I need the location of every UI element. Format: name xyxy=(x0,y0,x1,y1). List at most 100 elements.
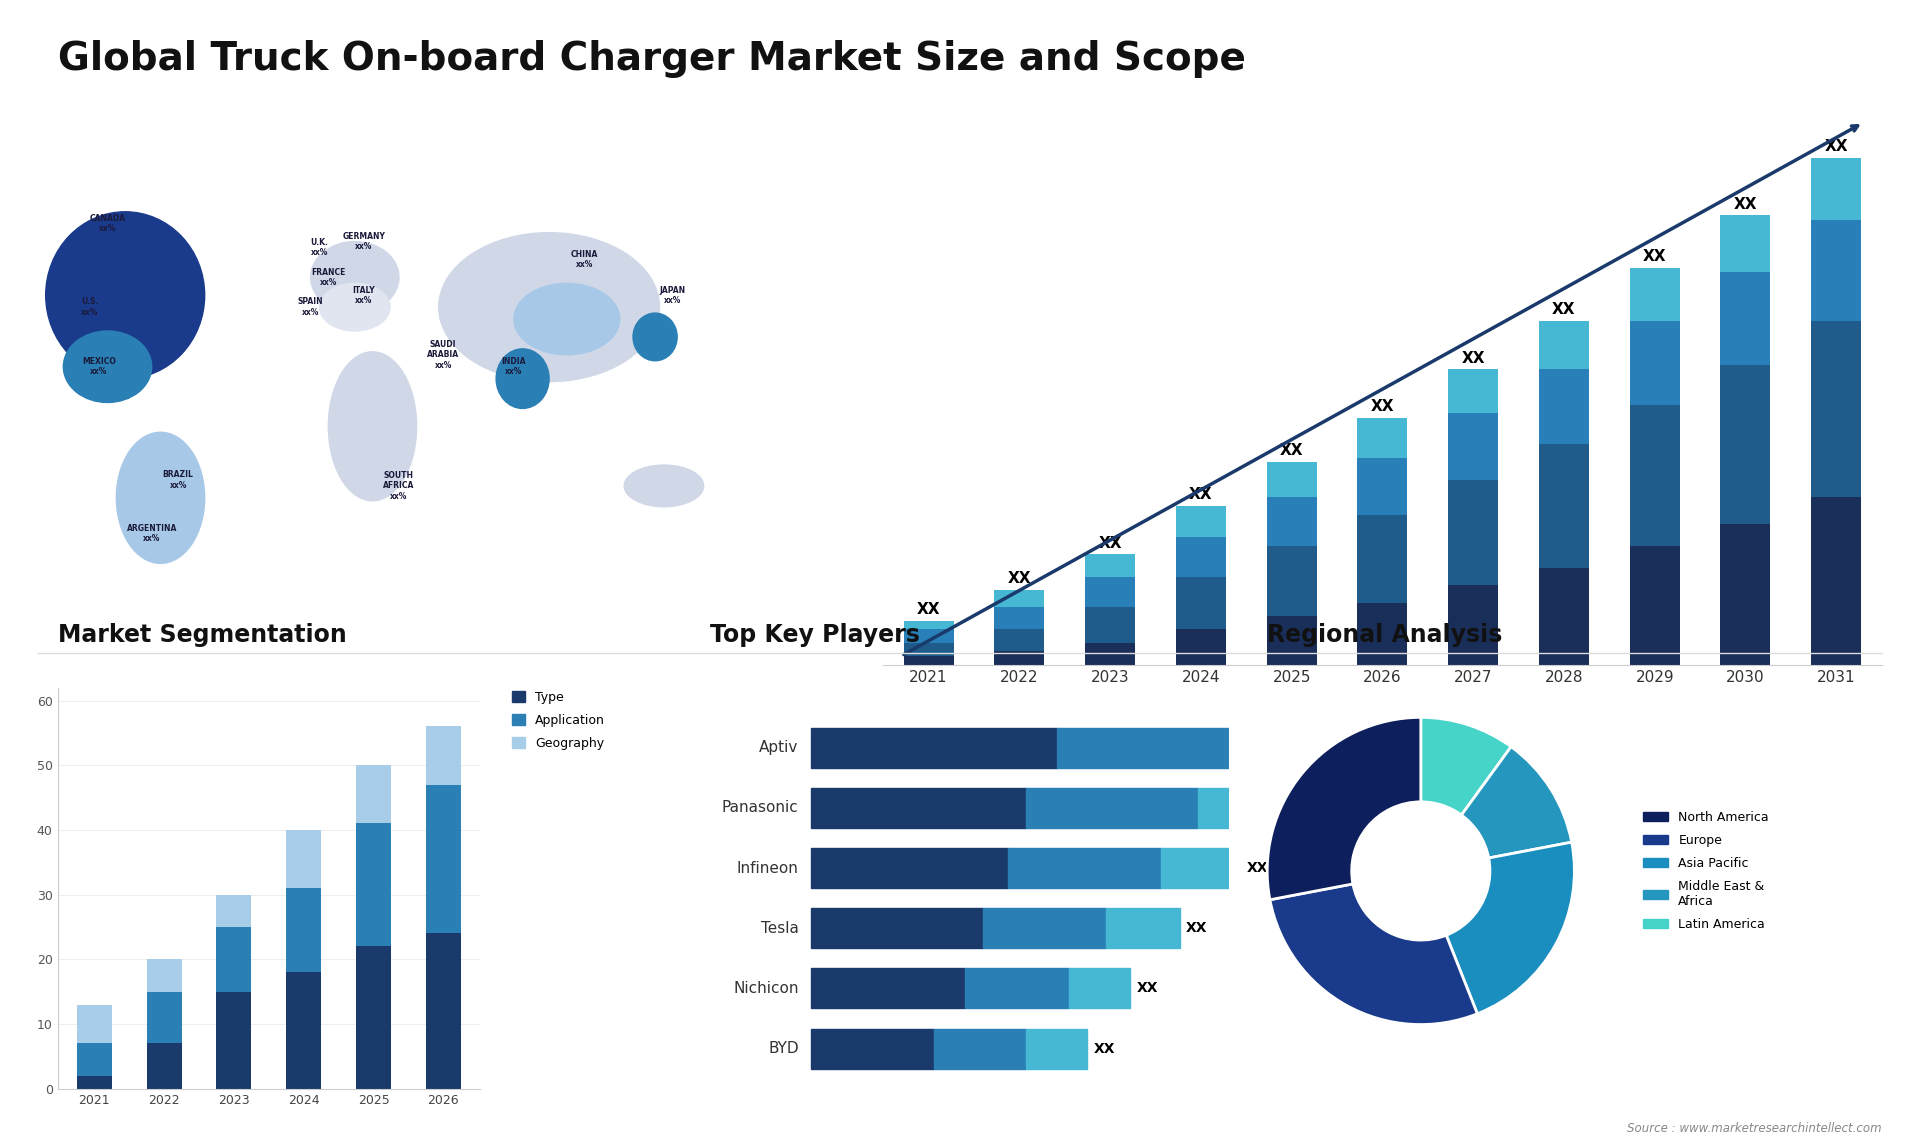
Text: SAUDI
ARABIA
xx%: SAUDI ARABIA xx% xyxy=(426,340,459,370)
FancyBboxPatch shape xyxy=(1025,1029,1087,1068)
Bar xyxy=(1357,515,1407,603)
Ellipse shape xyxy=(63,331,152,402)
Bar xyxy=(146,1043,182,1089)
Bar xyxy=(1085,607,1135,643)
Bar xyxy=(904,621,954,629)
Ellipse shape xyxy=(46,212,205,378)
Bar xyxy=(995,651,1044,665)
FancyBboxPatch shape xyxy=(1162,848,1240,888)
Bar xyxy=(1175,507,1225,536)
Bar xyxy=(1448,586,1498,665)
FancyBboxPatch shape xyxy=(964,968,1069,1008)
Ellipse shape xyxy=(328,352,417,501)
Bar xyxy=(1540,567,1590,665)
Text: Regional Analysis: Regional Analysis xyxy=(1267,623,1503,647)
FancyBboxPatch shape xyxy=(983,908,1106,949)
Bar xyxy=(1357,418,1407,457)
Text: Aptiv: Aptiv xyxy=(758,740,799,755)
Bar xyxy=(1540,321,1590,369)
Bar xyxy=(1448,479,1498,586)
Bar xyxy=(1811,220,1860,321)
FancyBboxPatch shape xyxy=(810,968,964,1008)
Bar xyxy=(426,934,461,1089)
Bar xyxy=(1085,643,1135,665)
Text: XX: XX xyxy=(1137,981,1158,996)
FancyBboxPatch shape xyxy=(1056,728,1240,768)
Text: CHINA
xx%: CHINA xx% xyxy=(570,250,599,269)
Ellipse shape xyxy=(319,283,390,331)
Bar xyxy=(1267,462,1317,497)
Bar xyxy=(217,991,252,1089)
Bar xyxy=(77,1005,111,1043)
Text: SOUTH
AFRICA
xx%: SOUTH AFRICA xx% xyxy=(384,471,415,501)
Text: XX: XX xyxy=(1371,399,1394,415)
Ellipse shape xyxy=(634,313,678,361)
Wedge shape xyxy=(1269,884,1476,1025)
Text: Top Key Players: Top Key Players xyxy=(710,623,920,647)
Text: Panasonic: Panasonic xyxy=(722,800,799,816)
Bar xyxy=(1720,215,1770,273)
Text: XX: XX xyxy=(918,602,941,617)
Text: CANADA
xx%: CANADA xx% xyxy=(90,214,125,234)
FancyBboxPatch shape xyxy=(1008,848,1162,888)
Text: ARGENTINA
xx%: ARGENTINA xx% xyxy=(127,524,177,543)
Bar xyxy=(355,824,392,947)
Bar xyxy=(995,607,1044,629)
Text: XX: XX xyxy=(1644,250,1667,265)
Text: JAPAN
xx%: JAPAN xx% xyxy=(660,285,685,305)
Bar xyxy=(995,590,1044,607)
Text: GERMANY
xx%: GERMANY xx% xyxy=(342,231,386,251)
FancyBboxPatch shape xyxy=(810,1029,933,1068)
Bar xyxy=(355,766,392,824)
Text: XX: XX xyxy=(1340,740,1361,755)
Text: MEXICO
xx%: MEXICO xx% xyxy=(83,358,115,376)
Ellipse shape xyxy=(311,242,399,313)
Bar xyxy=(286,830,321,888)
Bar xyxy=(1720,364,1770,524)
Text: U.S.
xx%: U.S. xx% xyxy=(81,298,98,316)
Bar xyxy=(286,972,321,1089)
Bar xyxy=(286,888,321,972)
Bar xyxy=(1540,369,1590,445)
Bar xyxy=(995,629,1044,651)
Bar xyxy=(1811,158,1860,220)
Bar xyxy=(217,895,252,927)
Ellipse shape xyxy=(515,283,620,355)
Bar xyxy=(1267,545,1317,617)
Bar xyxy=(1175,536,1225,576)
Text: XX: XX xyxy=(1187,921,1208,935)
FancyBboxPatch shape xyxy=(810,728,1056,768)
Bar xyxy=(1175,576,1225,629)
Text: Tesla: Tesla xyxy=(760,920,799,936)
Bar xyxy=(1630,545,1680,665)
FancyBboxPatch shape xyxy=(1240,728,1332,768)
Bar xyxy=(1811,497,1860,665)
Bar xyxy=(1720,524,1770,665)
Bar xyxy=(146,959,182,991)
Bar xyxy=(1085,555,1135,576)
Bar xyxy=(355,947,392,1089)
Ellipse shape xyxy=(438,233,660,382)
Text: XX: XX xyxy=(1008,571,1031,587)
Text: BRAZIL
xx%: BRAZIL xx% xyxy=(163,470,194,489)
FancyBboxPatch shape xyxy=(1106,908,1179,949)
Bar xyxy=(904,643,954,656)
Text: XX: XX xyxy=(1296,801,1317,815)
Ellipse shape xyxy=(117,432,205,564)
Legend: Type, Application, Geography: Type, Application, Geography xyxy=(507,685,611,755)
Wedge shape xyxy=(1446,842,1574,1014)
Wedge shape xyxy=(1267,717,1421,900)
Text: XX: XX xyxy=(1551,303,1576,317)
Legend: North America, Europe, Asia Pacific, Middle East &
Africa, Latin America: North America, Europe, Asia Pacific, Mid… xyxy=(1638,806,1774,936)
Bar xyxy=(146,991,182,1043)
Bar xyxy=(1085,576,1135,607)
Text: XX: XX xyxy=(1281,444,1304,458)
Text: FRANCE
xx%: FRANCE xx% xyxy=(311,268,346,286)
Wedge shape xyxy=(1421,717,1511,815)
Text: SPAIN
xx%: SPAIN xx% xyxy=(298,298,323,316)
Bar xyxy=(1630,321,1680,405)
Ellipse shape xyxy=(624,465,705,507)
Text: INDIA
xx%: INDIA xx% xyxy=(501,358,526,376)
Bar xyxy=(1811,321,1860,497)
FancyBboxPatch shape xyxy=(1069,968,1131,1008)
